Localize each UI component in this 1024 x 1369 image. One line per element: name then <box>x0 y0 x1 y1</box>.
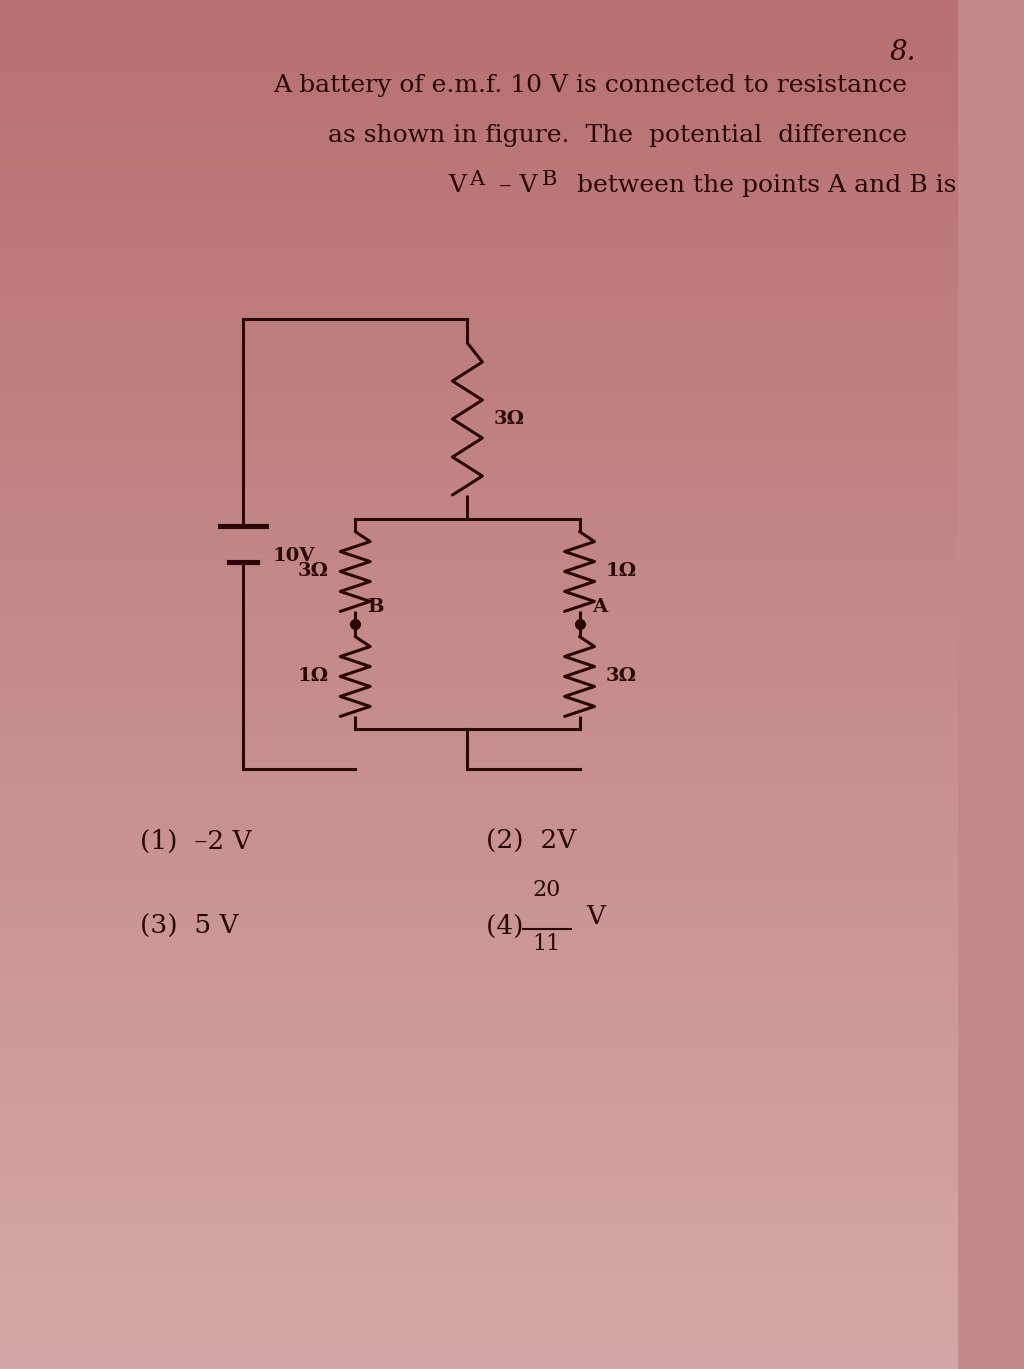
Text: B: B <box>542 170 557 189</box>
Text: 1Ω: 1Ω <box>298 668 329 686</box>
Text: A: A <box>469 170 484 189</box>
Text: 3Ω: 3Ω <box>606 668 637 686</box>
Text: A battery of e.m.f. 10 V is connected to resistance: A battery of e.m.f. 10 V is connected to… <box>272 74 906 97</box>
Text: – V: – V <box>490 174 538 197</box>
Text: V: V <box>449 174 467 197</box>
Text: 3Ω: 3Ω <box>298 563 329 580</box>
Text: 1Ω: 1Ω <box>606 563 637 580</box>
Text: (1)  –2 V: (1) –2 V <box>140 830 252 854</box>
Text: B: B <box>368 598 384 616</box>
Text: 11: 11 <box>532 934 561 956</box>
Text: 3Ω: 3Ω <box>494 409 524 428</box>
Text: (3)  5 V: (3) 5 V <box>140 914 239 939</box>
Text: V: V <box>586 905 605 930</box>
Text: 10V: 10V <box>273 548 315 565</box>
Text: 20: 20 <box>532 879 561 901</box>
Text: 8.: 8. <box>890 38 916 66</box>
Text: between the points A and B is: between the points A and B is <box>561 174 956 197</box>
Text: as shown in figure.  The  potential  difference: as shown in figure. The potential differ… <box>328 125 906 146</box>
Text: A: A <box>592 598 607 616</box>
Text: (4): (4) <box>486 914 531 939</box>
Text: (2)  2V: (2) 2V <box>486 830 577 854</box>
